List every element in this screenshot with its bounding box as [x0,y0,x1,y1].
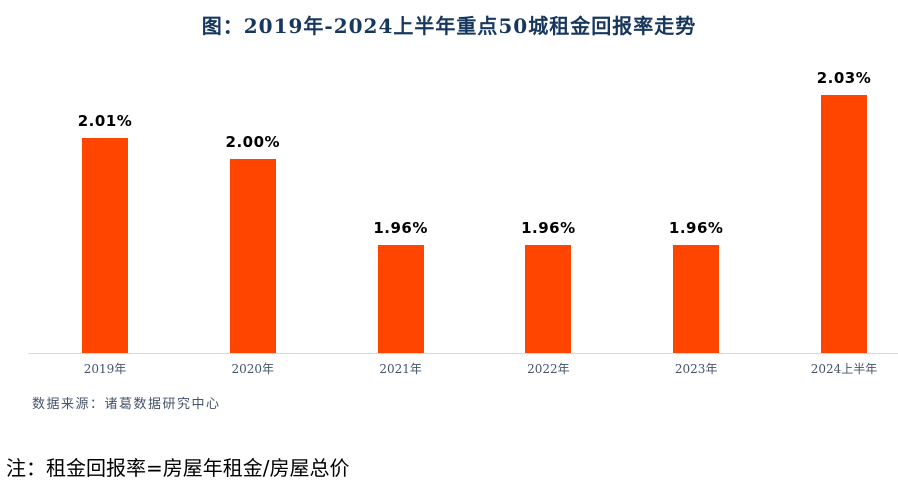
x-axis-line [28,353,898,354]
bar [377,245,424,353]
x-axis-label: 2021年 [379,362,422,376]
bar-value-label: 2.03% [816,69,872,87]
bar [82,138,128,353]
x-axis-label: 2024上半年 [810,362,878,376]
bar [525,245,572,353]
source-note: 数据来源：诸葛数据研究中心 [32,397,221,412]
bar [673,245,720,353]
x-axis-label: 2022年 [527,362,570,376]
x-axis-label: 2020年 [231,362,275,376]
bar-value-label: 2.01% [77,112,133,130]
bar-value-label: 1.96% [521,219,576,237]
bar-value-label: 1.96% [668,219,724,237]
bar-value-label: 2.00% [225,133,281,151]
bar [229,159,276,353]
chart-title: 图：2019年-2024上半年重点50城租金回报率走势 [201,14,697,38]
bar-value-label: 1.96% [373,219,428,237]
bar [821,95,867,353]
x-axis-label: 2019年 [83,362,127,376]
x-axis-label: 2023年 [674,362,718,376]
footnote: 注：租金回报率=房屋年租金/房屋总价 [6,456,350,480]
